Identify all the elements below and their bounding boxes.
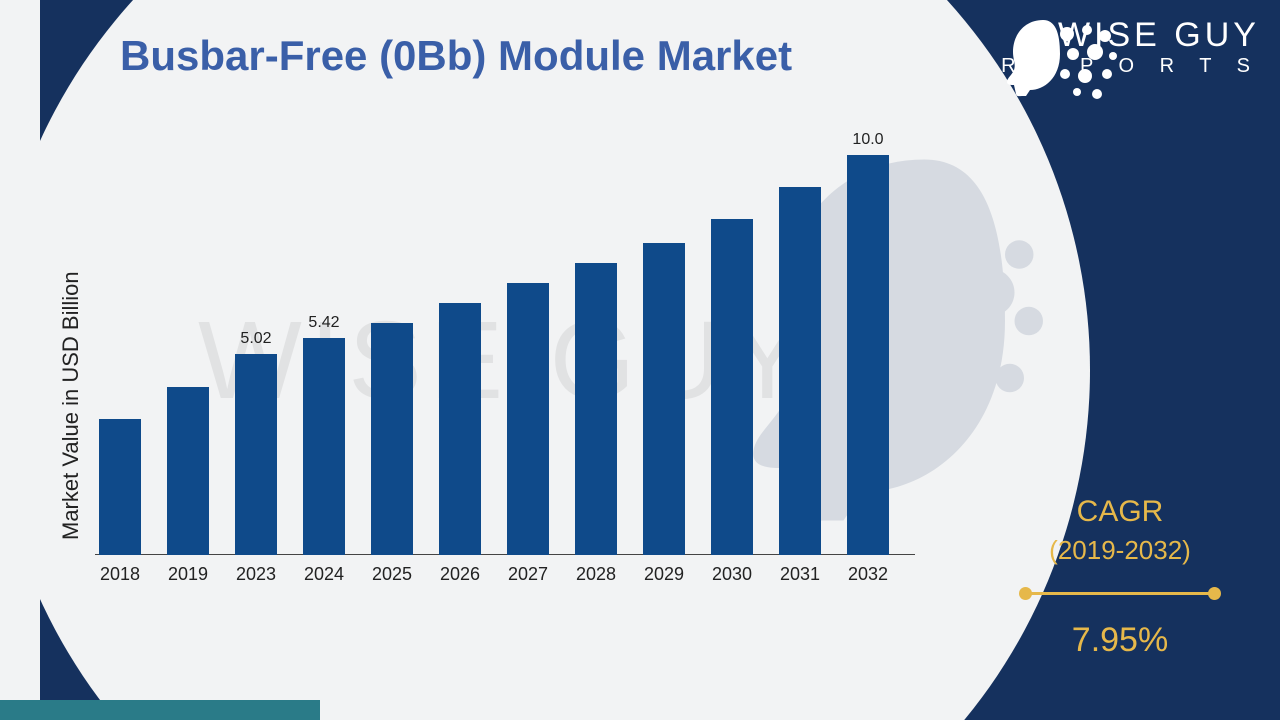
bar-2027 xyxy=(507,283,549,555)
x-tick-2028: 2028 xyxy=(576,564,616,585)
x-tick-2023: 2023 xyxy=(236,564,276,585)
cagr-divider xyxy=(1025,592,1215,595)
y-axis-label: Market Value in USD Billion xyxy=(58,271,84,540)
x-tick-2024: 2024 xyxy=(304,564,344,585)
bar-value-2023: 5.02 xyxy=(226,330,286,348)
x-tick-2018: 2018 xyxy=(100,564,140,585)
x-tick-2032: 2032 xyxy=(848,564,888,585)
bar-2032 xyxy=(847,155,889,555)
x-tick-2026: 2026 xyxy=(440,564,480,585)
bar-value-2032: 10.0 xyxy=(838,131,898,149)
cagr-block: CAGR (2019-2032) 7.95% xyxy=(1000,495,1240,660)
page: Busbar-Free (0Bb) Module Market WISE GUY… xyxy=(0,0,1280,720)
bar-2018 xyxy=(99,419,141,555)
x-tick-2030: 2030 xyxy=(712,564,752,585)
bar-2030 xyxy=(711,219,753,555)
x-tick-2019: 2019 xyxy=(168,564,208,585)
brand-logo: WISE GUY R E P O R T S xyxy=(1001,18,1260,77)
cagr-years: (2019-2032) xyxy=(1000,535,1240,566)
bar-2028 xyxy=(575,263,617,555)
x-tick-2029: 2029 xyxy=(644,564,684,585)
cagr-label: CAGR xyxy=(1000,495,1240,529)
x-tick-2025: 2025 xyxy=(372,564,412,585)
bar-2029 xyxy=(643,243,685,555)
bar-2025 xyxy=(371,323,413,555)
cagr-value: 7.95% xyxy=(1000,621,1240,660)
x-tick-2027: 2027 xyxy=(508,564,548,585)
bar-chart: 5.025.4210.0 xyxy=(95,155,915,555)
bar-2031 xyxy=(779,187,821,555)
bg-left-fill xyxy=(0,0,40,720)
chart-title: Busbar-Free (0Bb) Module Market xyxy=(120,32,792,80)
bar-2026 xyxy=(439,303,481,555)
x-tick-2031: 2031 xyxy=(780,564,820,585)
bar-2023 xyxy=(235,354,277,555)
footer-accent-bar xyxy=(0,700,320,720)
dots-icon xyxy=(1055,22,1125,102)
bar-value-2024: 5.42 xyxy=(294,314,354,332)
bar-2024 xyxy=(303,338,345,555)
bar-2019 xyxy=(167,387,209,555)
